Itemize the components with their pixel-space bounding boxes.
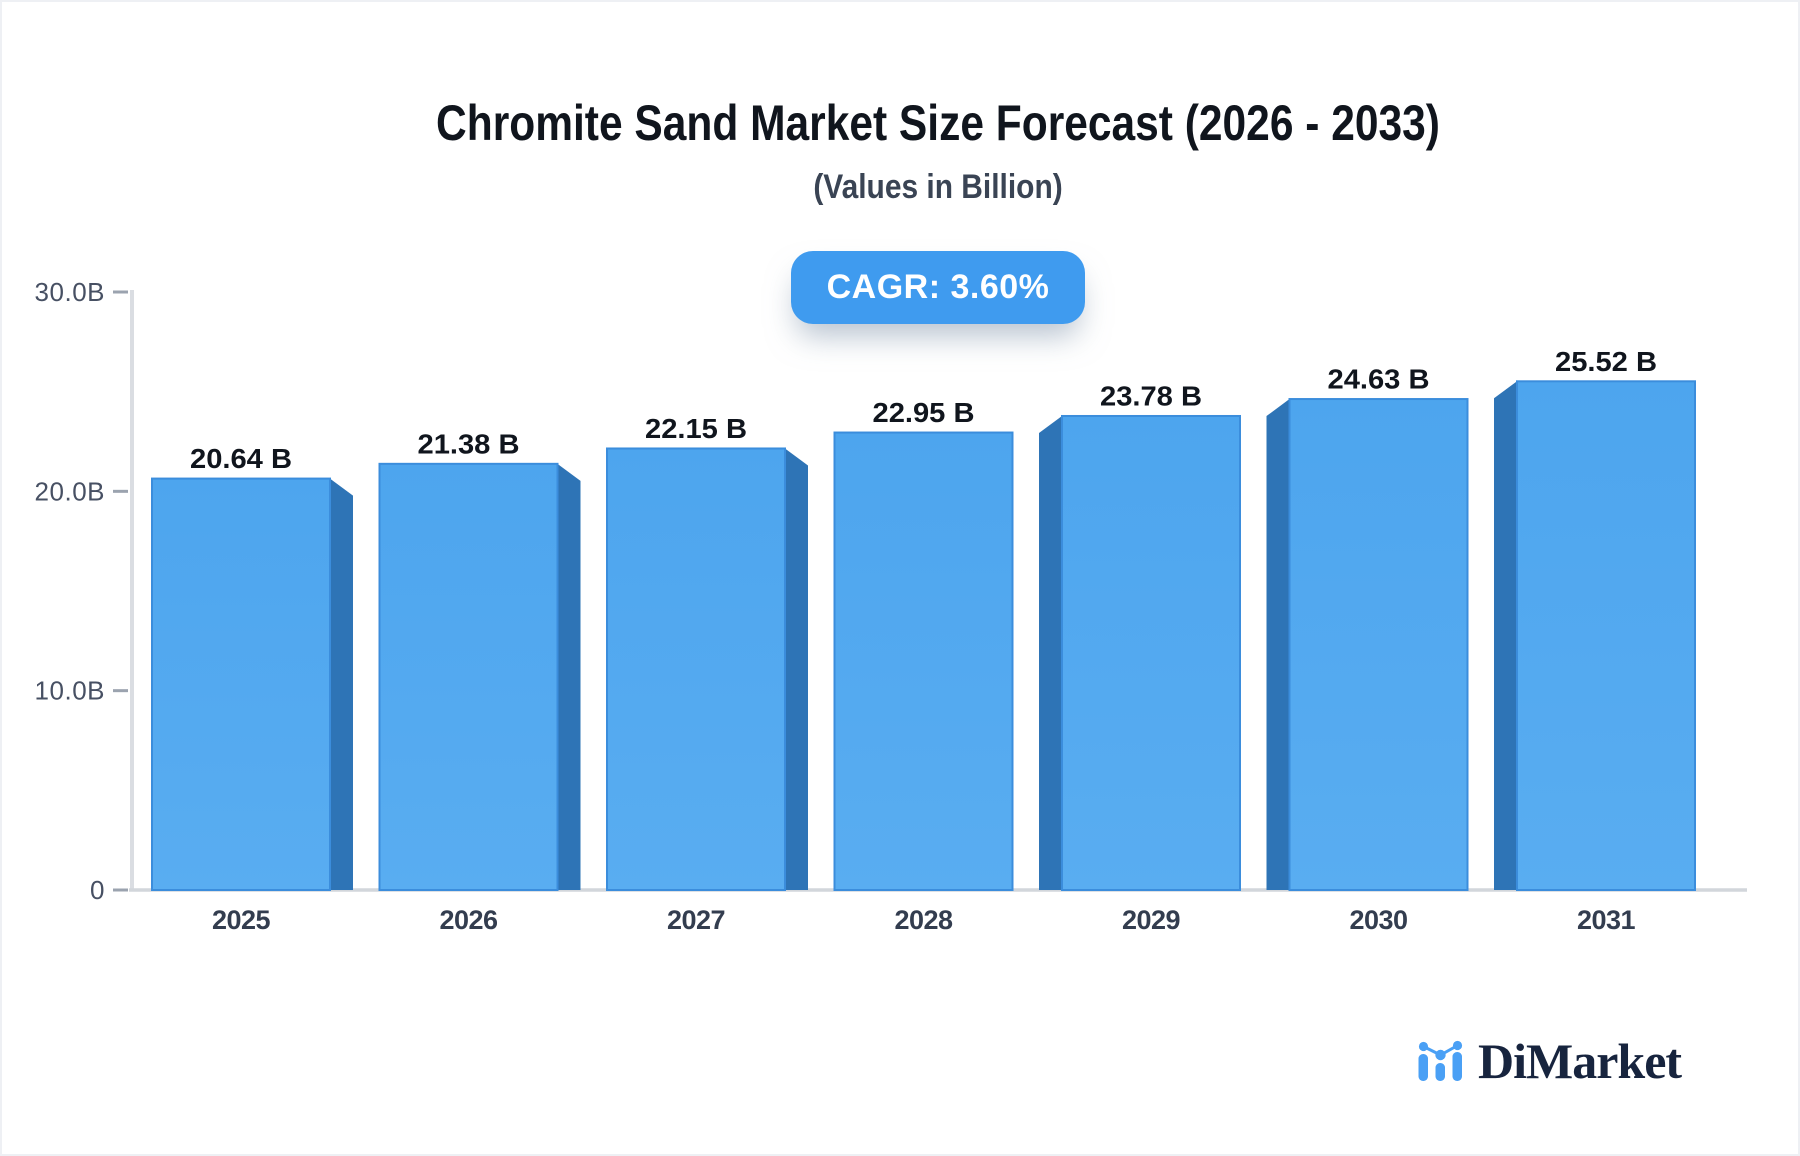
y-tick-label: 0 xyxy=(90,875,105,905)
chart-header: Chromite Sand Market Size Forecast (2026… xyxy=(2,2,1798,324)
logo-text: DiMarket xyxy=(1478,1033,1682,1089)
bar-group-2029: 23.78 B 2029 xyxy=(1039,380,1241,935)
bar-value-label: 25.52 B xyxy=(1555,346,1657,377)
bar-face xyxy=(1516,380,1696,891)
x-axis-label: 2028 xyxy=(894,905,953,935)
bar-face xyxy=(151,477,331,891)
x-axis-label: 2025 xyxy=(212,905,271,935)
cagr-badge: CAGR: 3.60% xyxy=(790,251,1086,324)
bar-face xyxy=(1061,414,1241,891)
x-axis-label: 2031 xyxy=(1577,905,1636,935)
bar-face xyxy=(1288,398,1469,891)
bar-value-label: 23.78 B xyxy=(1100,380,1202,411)
bar-value-label: 21.38 B xyxy=(418,428,520,459)
bar-side-panel xyxy=(1266,399,1290,890)
bar-face xyxy=(606,447,786,891)
y-tick-label: 10.0B xyxy=(35,676,105,706)
bar-side-panel xyxy=(330,478,353,890)
x-axis-label: 2026 xyxy=(439,905,498,935)
bar-value-label: 24.63 B xyxy=(1328,364,1430,395)
bar-group-2031: 25.52 B 2031 xyxy=(1494,346,1696,935)
y-tick-label: 30.0B xyxy=(35,277,105,307)
x-axis-label: 2027 xyxy=(667,905,725,935)
bar-value-label: 20.64 B xyxy=(190,443,292,474)
bar-face xyxy=(378,462,559,891)
x-axis-label: 2029 xyxy=(1122,905,1181,935)
bar-side-panel xyxy=(785,448,808,890)
bar-group-2026: 21.38 B 2026 xyxy=(378,428,581,935)
bar-value-label: 22.15 B xyxy=(645,413,747,444)
bar-group-2027: 22.15 B 2027 xyxy=(606,413,808,935)
x-axis-label: 2030 xyxy=(1349,905,1407,935)
bar-group-2028: 22.95 B 2028 xyxy=(833,397,1014,935)
bar-group-2030: 24.63 B 2030 xyxy=(1266,364,1469,935)
bar-chart-logo-icon xyxy=(1418,1040,1463,1081)
dimarket-logo: DiMarket xyxy=(1416,1032,1682,1090)
y-tick-label: 20.0B xyxy=(35,476,105,506)
chart-subtitle: (Values in Billion) xyxy=(813,168,1063,206)
bar-value-label: 22.95 B xyxy=(873,397,975,428)
bar-side-panel xyxy=(1494,381,1517,890)
bar-side-panel xyxy=(557,463,581,890)
chart-title: Chromite Sand Market Size Forecast (2026… xyxy=(436,95,1440,151)
bar-group-2025: 20.64 B 2025 xyxy=(151,443,353,935)
bar-face xyxy=(833,431,1014,891)
bar-side-panel xyxy=(1039,415,1062,890)
